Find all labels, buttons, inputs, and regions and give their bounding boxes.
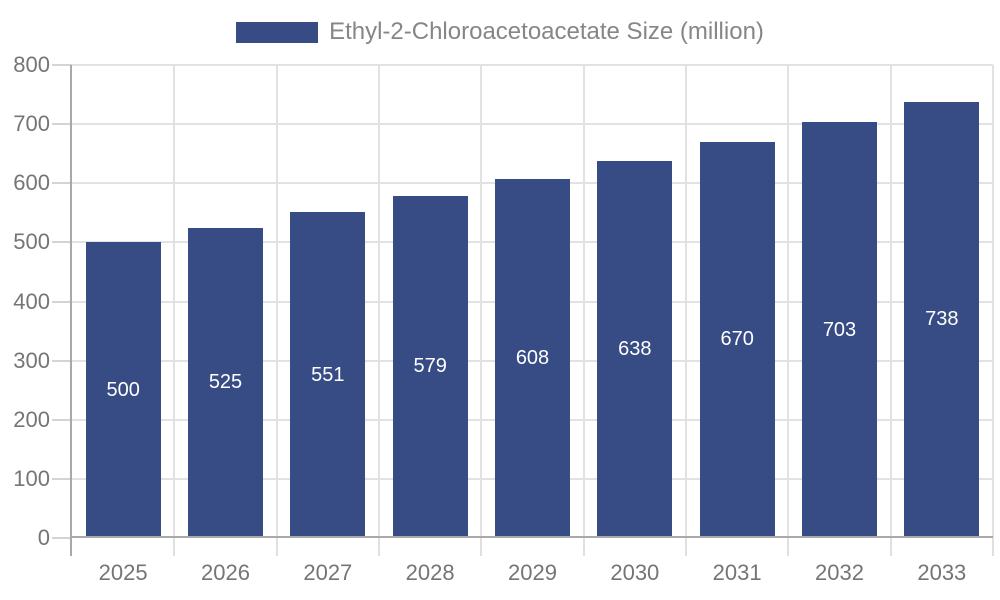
- y-axis-tick: [52, 537, 72, 539]
- y-axis-tick-label: 400: [13, 288, 50, 314]
- x-axis-tick-label: 2032: [815, 560, 864, 585]
- x-axis-tick: [480, 538, 483, 556]
- y-axis-tick-label: 700: [13, 111, 50, 137]
- x-axis-tick: [889, 538, 892, 556]
- y-axis-tick-label: 0: [37, 525, 50, 550]
- gridline-vertical: [685, 65, 687, 538]
- y-axis-tick: [52, 182, 72, 185]
- bar-value-label: 638: [618, 337, 652, 360]
- y-axis-tick-label: 300: [13, 347, 50, 373]
- bar-value-label: 579: [413, 355, 447, 378]
- y-axis-tick: [52, 64, 72, 66]
- bar-2029[interactable]: 608: [495, 178, 570, 538]
- bar-value-label: 738: [925, 308, 959, 331]
- legend-swatch: [236, 21, 319, 43]
- y-axis-tick: [52, 477, 72, 480]
- bar-value-label: 551: [311, 363, 345, 386]
- x-axis-tick: [173, 538, 176, 556]
- bar-value-label: 703: [822, 318, 857, 341]
- x-axis-tick: [582, 538, 585, 556]
- y-axis-line: [70, 65, 72, 556]
- x-axis-tick-label: 2031: [712, 560, 762, 585]
- x-axis-tick-label: 2027: [303, 560, 353, 585]
- gridline-vertical: [787, 65, 790, 538]
- gridline-horizontal: [72, 123, 993, 126]
- bar-2033[interactable]: 738: [904, 101, 980, 538]
- x-axis-tick: [378, 538, 380, 556]
- gridline-vertical: [582, 65, 585, 538]
- gridline-vertical: [992, 65, 994, 538]
- gridline-vertical: [378, 65, 380, 538]
- x-axis-tick-label: 2025: [98, 560, 148, 585]
- x-axis-tick-label: 2029: [508, 560, 557, 585]
- y-axis-tick-label: 600: [13, 170, 50, 196]
- bar-value-label: 670: [720, 328, 754, 351]
- x-axis-tick: [275, 538, 278, 556]
- gridline-vertical: [275, 65, 278, 538]
- y-axis-tick-label: 500: [13, 229, 50, 255]
- bar-2031[interactable]: 670: [699, 141, 775, 538]
- bar-value-label: 525: [208, 371, 243, 394]
- chart-legend[interactable]: Ethyl-2-Chloroacetoacetate Size (million…: [0, 18, 1000, 46]
- x-axis-tick-label: 2033: [917, 560, 967, 585]
- gridline-vertical: [480, 65, 483, 538]
- y-axis-tick: [52, 418, 72, 421]
- x-axis-line: [72, 536, 993, 538]
- gridline-vertical: [173, 65, 176, 538]
- bar-value-label: 608: [515, 346, 550, 369]
- y-axis-tick-label: 800: [13, 52, 50, 77]
- x-axis-tick: [685, 538, 687, 556]
- bar-2032[interactable]: 703: [802, 122, 877, 538]
- bar-2030[interactable]: 638: [597, 160, 673, 538]
- bar-2026[interactable]: 525: [188, 227, 263, 538]
- bar-2028[interactable]: 579: [392, 195, 468, 538]
- y-axis-tick: [52, 123, 72, 126]
- x-axis-tick-label: 2028: [405, 560, 455, 585]
- x-axis-tick-label: 2030: [610, 560, 660, 585]
- x-axis-tick-label: 2026: [201, 560, 250, 585]
- bar-value-label: 500: [106, 378, 140, 401]
- bar-2027[interactable]: 551: [290, 212, 366, 538]
- legend-label: Ethyl-2-Chloroacetoacetate Size (million…: [329, 18, 764, 45]
- y-axis-tick: [52, 241, 72, 244]
- y-axis-tick-label: 100: [13, 465, 50, 491]
- gridline-vertical: [889, 65, 892, 538]
- gridline-horizontal: [72, 64, 993, 66]
- y-axis-tick-label: 200: [13, 406, 50, 432]
- bar-2025[interactable]: 500: [85, 242, 161, 538]
- x-axis-tick: [992, 538, 994, 556]
- y-axis-tick: [52, 300, 72, 303]
- x-axis-tick: [787, 538, 790, 556]
- y-axis-tick: [52, 359, 72, 362]
